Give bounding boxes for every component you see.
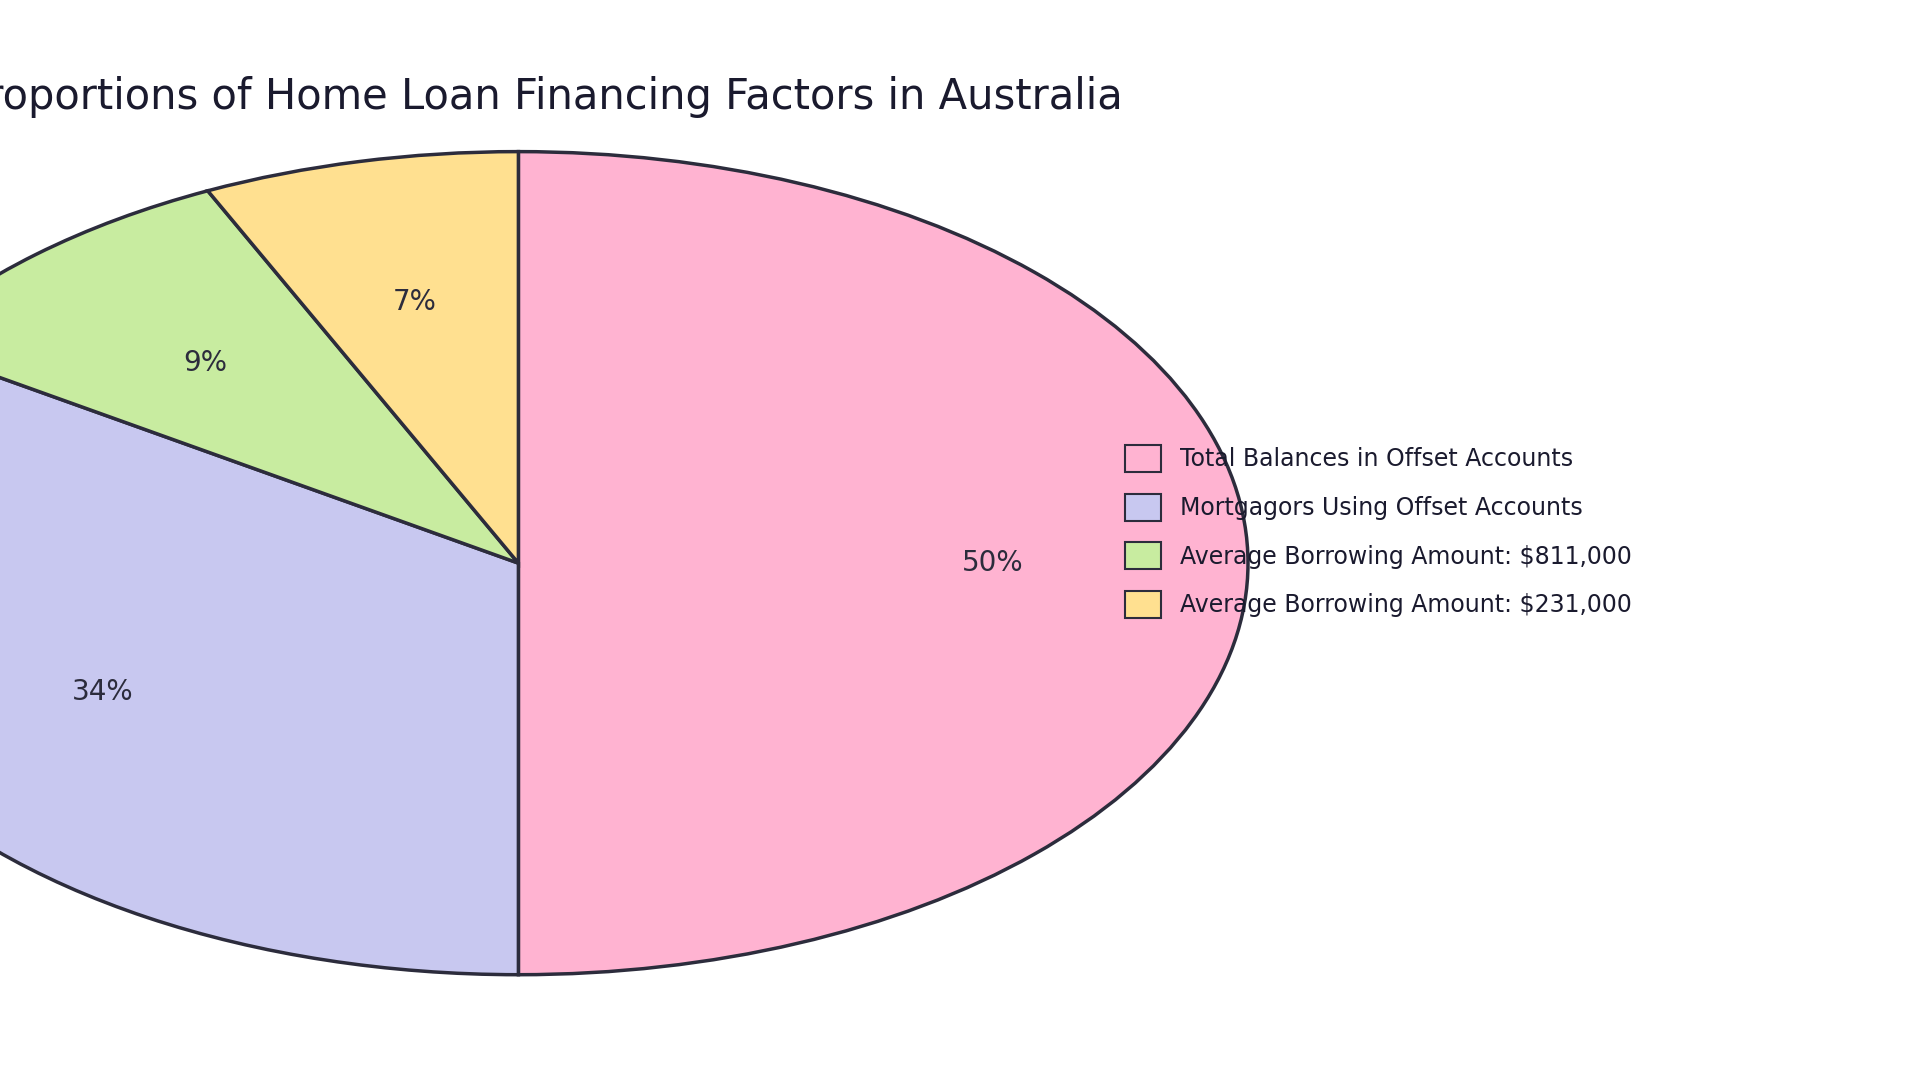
Text: Proportions of Home Loan Financing Factors in Australia: Proportions of Home Loan Financing Facto…	[0, 76, 1123, 118]
Text: 7%: 7%	[394, 288, 438, 316]
Text: 9%: 9%	[182, 349, 227, 377]
Wedge shape	[518, 152, 1248, 975]
Text: 34%: 34%	[73, 678, 134, 706]
Wedge shape	[0, 191, 518, 563]
Wedge shape	[207, 152, 518, 563]
Wedge shape	[0, 342, 518, 975]
Legend: Total Balances in Offset Accounts, Mortgagors Using Offset Accounts, Average Bor: Total Balances in Offset Accounts, Mortg…	[1125, 445, 1632, 617]
Text: 50%: 50%	[962, 549, 1023, 577]
